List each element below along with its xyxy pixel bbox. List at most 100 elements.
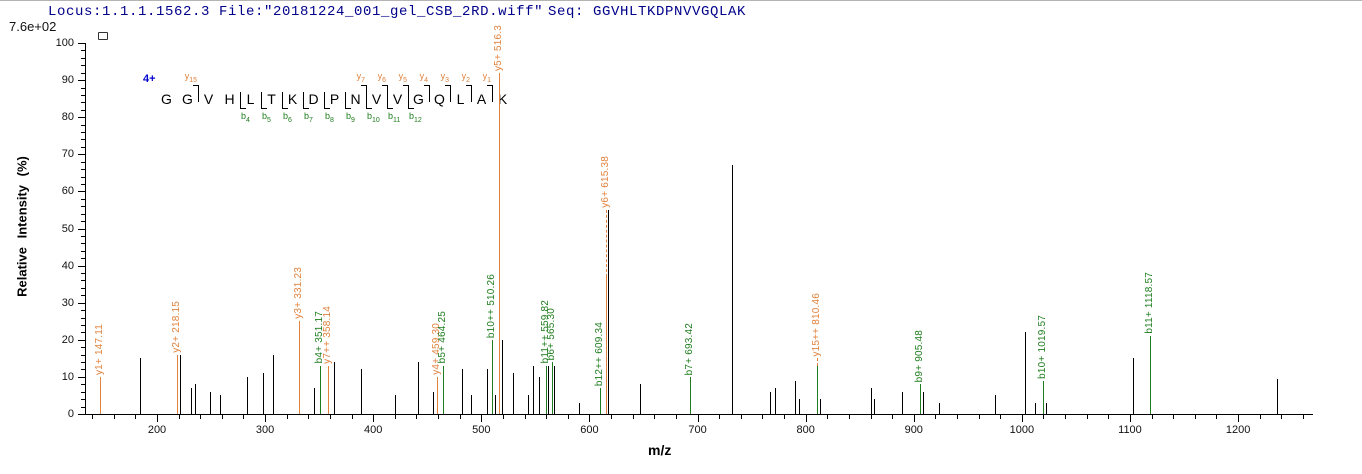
peak [495, 395, 497, 414]
leader-line [606, 209, 608, 277]
x-minor-tick [654, 415, 656, 419]
peak [938, 402, 940, 414]
ion-label: y5+ 516.3 [492, 24, 504, 71]
cleavage-mark [324, 92, 325, 109]
ion-peak [298, 321, 300, 414]
x-minor-tick [567, 415, 569, 419]
y-tick-label: 60 [61, 185, 74, 198]
cleavage-corner-b [388, 108, 393, 109]
y-minor-tick [81, 406, 85, 408]
peak [870, 388, 872, 414]
x-minor-tick [329, 415, 331, 419]
peak [578, 402, 580, 414]
y-minor-tick [81, 213, 85, 215]
y-minor-tick [81, 87, 85, 89]
x-minor-tick [546, 415, 548, 419]
x-minor-tick [243, 415, 245, 419]
peak [1133, 358, 1135, 414]
x-minor-tick [524, 415, 526, 419]
ion-label: y3+ 331.23 [292, 267, 304, 320]
ion-peak [545, 365, 547, 414]
ion-peak [551, 362, 553, 414]
x-tick [1021, 415, 1023, 422]
ion-peak [442, 365, 444, 414]
x-minor-tick [784, 415, 786, 419]
ion-label: b5+ 464.25 [436, 311, 448, 364]
cleavage-mark [282, 92, 283, 109]
y-tick [78, 154, 85, 156]
ion-label: b11+ 1118.57 [1144, 272, 1156, 335]
y-ion-mark-label: y15 [184, 71, 197, 84]
cleavage-corner-y [466, 85, 471, 86]
x-tick [157, 415, 158, 422]
ion-peak [919, 384, 921, 414]
cleavage-corner-b [304, 108, 309, 109]
b-ion-mark-label: b10 [367, 111, 380, 124]
cleavage-corner-y [361, 85, 366, 86]
x-minor-tick [1302, 415, 1304, 419]
y-minor-tick [81, 250, 85, 252]
y-minor-tick [81, 287, 85, 289]
cleavage-mark [366, 85, 367, 109]
residue: L [456, 91, 465, 107]
y-tick [78, 191, 85, 193]
y-minor-tick [81, 198, 85, 200]
peak [1277, 378, 1278, 414]
cleavage-corner-b [325, 108, 330, 109]
b-ion-mark-label: b11 [388, 111, 401, 124]
y-ion-mark-label: y5 [398, 71, 407, 84]
x-minor-tick [1173, 415, 1175, 419]
peak [799, 399, 801, 414]
y-minor-tick [81, 169, 85, 171]
cleavage-corner-y [403, 85, 408, 86]
y-tick-label: 10 [61, 370, 74, 383]
residue: V [203, 91, 214, 107]
x-minor-tick [1194, 415, 1196, 419]
y-minor-tick [81, 369, 85, 371]
ion-peak [176, 354, 178, 414]
x-minor-tick [135, 415, 137, 419]
y-ion-mark-label: y1 [482, 71, 491, 84]
y-minor-tick [81, 146, 85, 148]
residue: N [350, 91, 361, 107]
y-ion-mark-label: y7 [356, 71, 365, 84]
residue: L [246, 91, 255, 107]
ion-label: y6+ 615.38 [600, 156, 612, 208]
residue: Q [434, 91, 445, 107]
y-tick-label: 50 [61, 222, 74, 235]
x-minor-tick [308, 415, 310, 419]
x-minor-tick [351, 415, 353, 419]
cleavage-mark [471, 85, 472, 102]
y-minor-tick [81, 362, 85, 364]
x-tick [373, 415, 375, 422]
x-tick-label: 600 [580, 424, 599, 436]
y-minor-tick [81, 310, 85, 312]
peak [194, 384, 196, 414]
x-minor-tick [1043, 415, 1045, 419]
y-minor-tick [81, 332, 85, 334]
y-tick [78, 228, 85, 230]
peak [334, 362, 336, 414]
x-minor-tick [1000, 415, 1002, 419]
peak [1045, 402, 1047, 414]
b-ion-mark-label: b4 [241, 111, 250, 124]
x-minor-tick [719, 415, 721, 419]
residue: V [392, 91, 403, 107]
cleavage-corner-b [367, 108, 372, 109]
y-tick-label: 90 [61, 74, 74, 87]
peak [219, 395, 221, 414]
peak [272, 354, 274, 414]
x-minor-tick [178, 415, 180, 419]
ion-peak [99, 376, 101, 414]
y-tick-label: 100 [55, 37, 74, 49]
ion-label: y7++ 358.14 [321, 305, 333, 364]
residue: G [161, 91, 172, 107]
x-minor-tick [935, 415, 937, 419]
y-tick [78, 376, 85, 378]
b-ion-mark-label: b8 [325, 111, 334, 124]
peak [461, 369, 463, 414]
peak [548, 365, 550, 414]
b-ion-mark-label: b7 [304, 111, 313, 124]
peak [640, 384, 642, 414]
peak [246, 376, 248, 414]
